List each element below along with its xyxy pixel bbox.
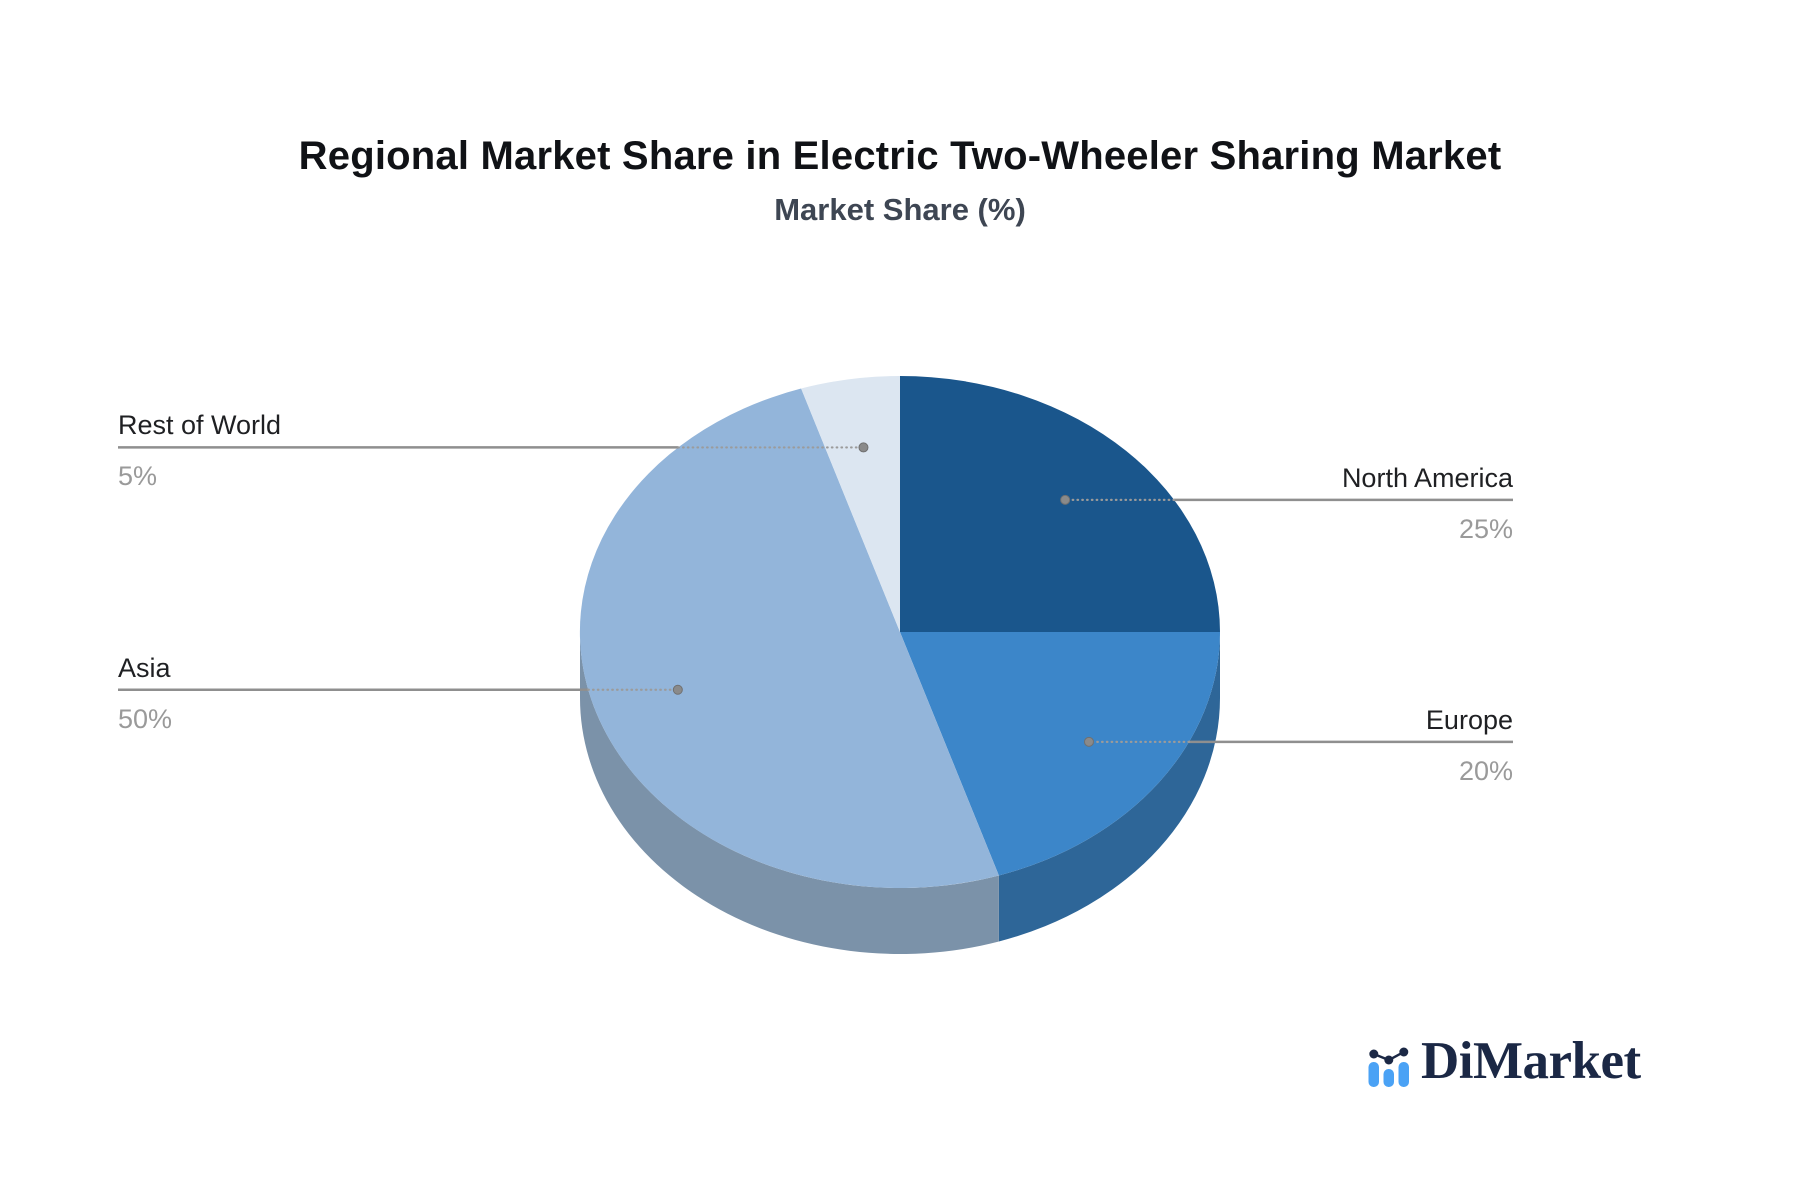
pie-slice-asia[interactable]: [579, 388, 999, 889]
slice-label-rest-of-world: Rest of World: [118, 410, 282, 441]
leader-dot-rest-of-world: [858, 442, 869, 453]
pie-side-europe: [998, 632, 1220, 942]
brand-logo: DiMarket: [1366, 1031, 1641, 1089]
slice-label-north-america: North America: [1341, 462, 1513, 493]
slice-value-north-america: 25%: [1458, 513, 1513, 544]
chart-title: Regional Market Share in Electric Two-Wh…: [298, 134, 1502, 178]
bar-line-chart-icon: [1368, 1047, 1409, 1087]
brand-name: DiMarket: [1421, 1032, 1641, 1090]
slice-value-europe: 20%: [1458, 755, 1513, 786]
leader-dot-north-america: [1060, 494, 1071, 505]
pie-side-asia: [580, 632, 999, 954]
chart-subtitle: Market Share (%): [774, 192, 1026, 227]
leader-dot-europe: [1083, 736, 1094, 747]
slice-value-asia: 50%: [118, 703, 173, 734]
leader-dot-asia: [672, 684, 683, 695]
slice-label-europe: Europe: [1425, 704, 1513, 735]
slice-label-asia: Asia: [118, 652, 171, 683]
pie-slice-rest-of-world[interactable]: [801, 376, 900, 632]
slice-value-rest-of-world: 5%: [118, 461, 158, 492]
pie-slice-north-america[interactable]: [900, 376, 1220, 632]
pie-slice-europe[interactable]: [900, 632, 1220, 876]
